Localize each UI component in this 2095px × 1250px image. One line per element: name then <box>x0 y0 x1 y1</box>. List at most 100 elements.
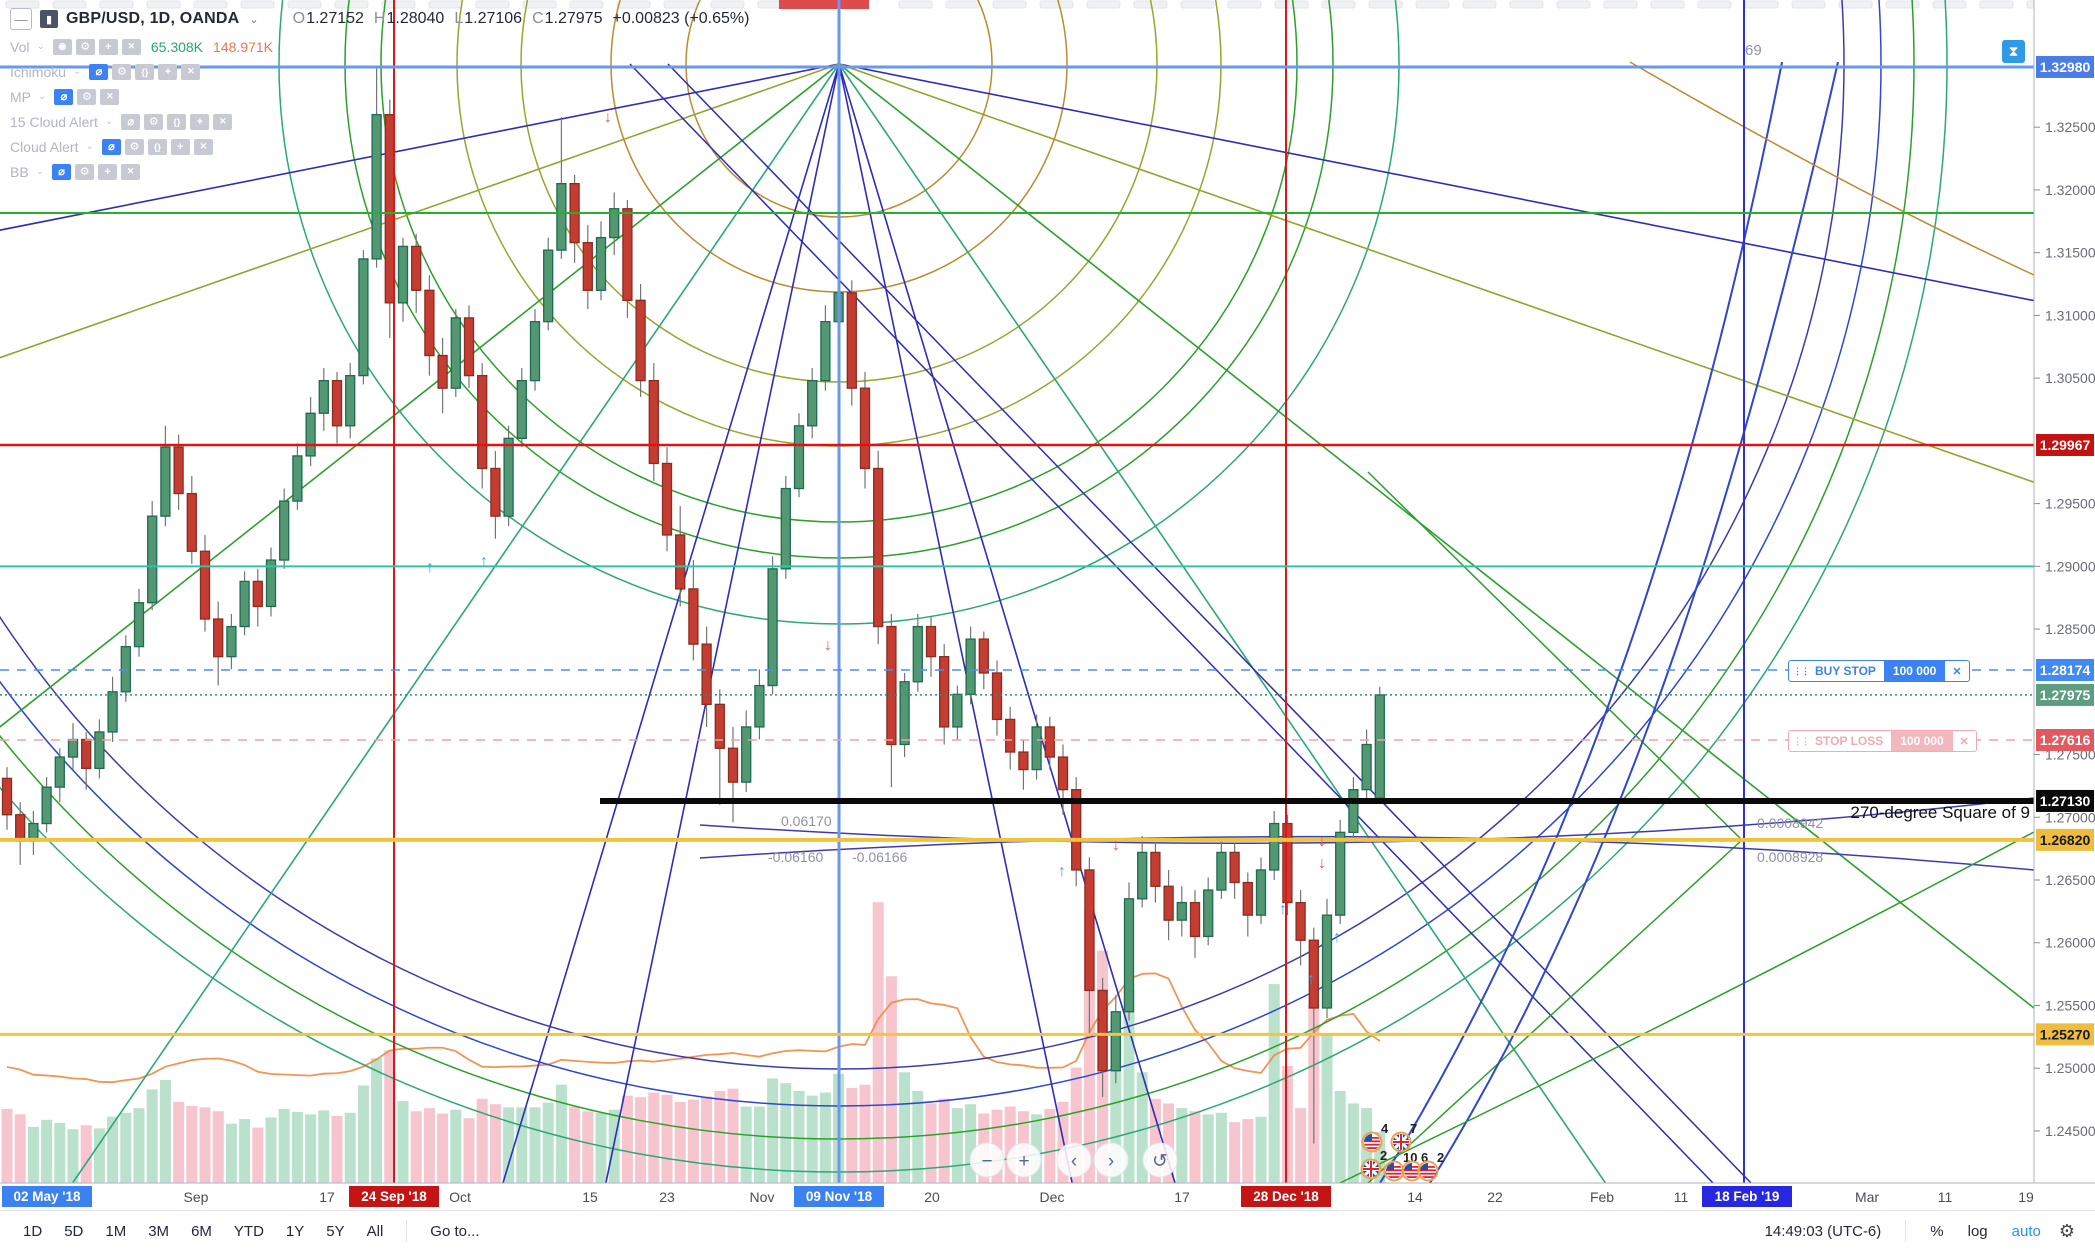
gear-icon[interactable]: ⚙ <box>2058 1220 2075 1241</box>
hide-icon[interactable] <box>54 88 74 105</box>
cancel-order-icon[interactable]: ✕ <box>1952 665 1962 678</box>
gear-icon[interactable] <box>75 38 95 55</box>
add-alert-icon[interactable] <box>170 138 190 155</box>
gear-icon[interactable] <box>112 63 132 80</box>
clock-readout[interactable]: 14:49:03 (UTC-6) <box>1764 1222 1882 1240</box>
percent-scale-button[interactable]: % <box>1930 1222 1944 1240</box>
plot-area[interactable] <box>0 0 2095 1210</box>
gear-icon[interactable] <box>144 113 164 130</box>
add-alert-icon[interactable] <box>158 63 178 80</box>
price-axis[interactable]: 1.32500 1.32000 1.31500 1.31000 1.30500 1.295… <box>2034 55 2095 1139</box>
legend-row-volume[interactable]: Vol⌄ 65.308K 148.971K <box>10 34 273 59</box>
add-alert-icon[interactable] <box>98 163 118 180</box>
date-tag[interactable]: 28 Dec '18 <box>1241 1186 1331 1207</box>
close-icon[interactable] <box>100 88 120 105</box>
range-6m[interactable]: 6M <box>191 1222 212 1240</box>
date-tag[interactable]: 09 Nov '18 <box>794 1186 884 1207</box>
legend-row-15-cloud-alert[interactable]: 15 Cloud Alert ⌄ <box>10 109 273 134</box>
date-tag[interactable]: 02 May '18 <box>2 1186 92 1207</box>
source-code-icon[interactable] <box>147 138 167 155</box>
price-label[interactable]: 1.25270 <box>2036 1023 2094 1046</box>
symbol-title[interactable]: GBP/USD, 1D, OANDA <box>66 10 240 27</box>
hourglass-badge-icon[interactable]: ⧗ <box>2002 40 2025 63</box>
chevron-down-icon[interactable]: ⌄ <box>104 116 114 127</box>
chevron-down-icon[interactable]: ⌄ <box>249 13 259 26</box>
legend-row-mp[interactable]: MP ⌄ <box>10 84 273 109</box>
price-label[interactable]: 1.27130 <box>2036 789 2094 812</box>
source-code-icon[interactable] <box>135 63 155 80</box>
gb-flag-icon: 2 <box>1360 1148 1387 1180</box>
stop-loss-order-widget[interactable]: ⋮⋮ STOP LOSS 100 000 ✕ <box>1788 730 1977 752</box>
buy-stop-quantity[interactable]: 100 000 <box>1883 661 1946 681</box>
range-all[interactable]: All <box>366 1222 384 1240</box>
price-label[interactable]: 1.27616 <box>2036 728 2094 751</box>
chevron-down-icon[interactable]: ⌄ <box>85 141 94 152</box>
auto-scale-button[interactable]: auto <box>2011 1222 2041 1240</box>
drag-handle-icon[interactable]: ⋮⋮ <box>1793 665 1810 676</box>
range-5y[interactable]: 5Y <box>326 1222 345 1240</box>
chevron-down-icon[interactable]: ⌄ <box>35 166 45 177</box>
legend-row-cloud-alert[interactable]: Cloud Alert ⌄ <box>10 134 273 159</box>
range-1m[interactable]: 1M <box>105 1222 127 1240</box>
gb-flag-icon: 7 <box>1390 1121 1417 1153</box>
range-5d[interactable]: 5D <box>64 1222 84 1240</box>
log-scale-button[interactable]: log <box>1967 1222 1988 1240</box>
stop-loss-quantity[interactable]: 100 000 <box>1891 731 1953 751</box>
candlestick-series <box>1 66 1385 1144</box>
cancel-order-icon[interactable]: ✕ <box>1959 735 1969 748</box>
hide-icon[interactable] <box>121 113 141 130</box>
range-1y[interactable]: 1Y <box>285 1222 305 1240</box>
close-icon[interactable] <box>121 38 141 55</box>
collapse-panel-icon[interactable]: — <box>10 8 32 30</box>
zoom-controls[interactable]: − + ‹ › ↺ <box>969 1142 1178 1178</box>
svg-text:1.25270: 1.25270 <box>2040 1026 2091 1042</box>
svg-text:2: 2 <box>1437 1150 1444 1165</box>
gear-icon[interactable] <box>75 163 95 180</box>
svg-text:23: 23 <box>659 1189 675 1205</box>
time-axis[interactable]: 21Sep17Oct1523Nov20Dec1791422Feb11Mar111… <box>2 1186 2034 1207</box>
close-icon[interactable] <box>213 113 233 130</box>
drag-handle-icon[interactable]: ⋮⋮ <box>1793 735 1810 746</box>
close-icon[interactable] <box>193 138 213 155</box>
svg-text:02 May '18: 02 May '18 <box>13 1189 80 1204</box>
svg-text:↓: ↓ <box>1318 855 1326 872</box>
hide-icon[interactable] <box>101 138 121 155</box>
close-icon[interactable] <box>121 163 141 180</box>
svg-text:14: 14 <box>1407 1189 1423 1205</box>
chevron-down-icon[interactable]: ⌄ <box>73 66 82 77</box>
price-chart-canvas[interactable]: 270-degree Square of 9 0.0008942 0.0008928… <box>0 0 2095 1210</box>
svg-text:1.29500: 1.29500 <box>2045 496 2095 512</box>
price-label[interactable]: 1.28174 <box>2036 658 2094 681</box>
price-label[interactable]: 1.29967 <box>2036 434 2094 456</box>
event-flag-cluster[interactable]: 4 72 10 6 2 <box>1360 1121 1445 1182</box>
source-code-icon[interactable] <box>167 113 187 130</box>
chevron-down-icon[interactable]: ⌄ <box>36 41 45 52</box>
range-1d[interactable]: 1D <box>23 1222 43 1240</box>
range-3m[interactable]: 3M <box>148 1222 170 1240</box>
date-tag[interactable]: 18 Feb '19 <box>1702 1186 1792 1207</box>
change-value: +0.00823 (+0.65%) <box>612 10 750 27</box>
gear-icon[interactable] <box>124 138 144 155</box>
legend-row-bb[interactable]: BB ⌄ <box>10 159 273 184</box>
range-ytd[interactable]: YTD <box>233 1222 264 1240</box>
hide-icon[interactable] <box>52 163 72 180</box>
candlestick-style-icon[interactable]: ▮ <box>40 10 58 28</box>
price-label[interactable]: 1.27975 <box>2036 683 2094 706</box>
add-alert-icon[interactable] <box>98 38 118 55</box>
gear-icon[interactable] <box>77 88 97 105</box>
legend-row-ichimoku[interactable]: Ichimoku ⌄ <box>10 59 273 84</box>
divider <box>406 1220 408 1242</box>
chevron-down-icon[interactable]: ⌄ <box>38 91 47 102</box>
eye-icon[interactable] <box>52 38 72 55</box>
price-label[interactable]: 1.32980 <box>2036 55 2094 78</box>
bottom-toolbar: 1D 5D 1M 3M 6M YTD 1Y 5Y All Go to... 14… <box>0 1210 2095 1250</box>
close-icon[interactable] <box>181 63 201 80</box>
date-tag[interactable]: 24 Sep '18 <box>349 1186 439 1207</box>
hide-icon[interactable] <box>89 63 109 80</box>
buy-stop-order-widget[interactable]: ⋮⋮ BUY STOP 100 000 ✕ <box>1788 660 1970 682</box>
svg-text:69: 69 <box>1745 42 1762 59</box>
chart-header: — ▮ GBP/USD, 1D, OANDA ⌄ O1.27152 H1.280… <box>10 8 749 30</box>
add-alert-icon[interactable] <box>190 113 210 130</box>
price-label[interactable]: 1.26820 <box>2036 828 2094 851</box>
goto-date-button[interactable]: Go to... <box>430 1222 480 1240</box>
